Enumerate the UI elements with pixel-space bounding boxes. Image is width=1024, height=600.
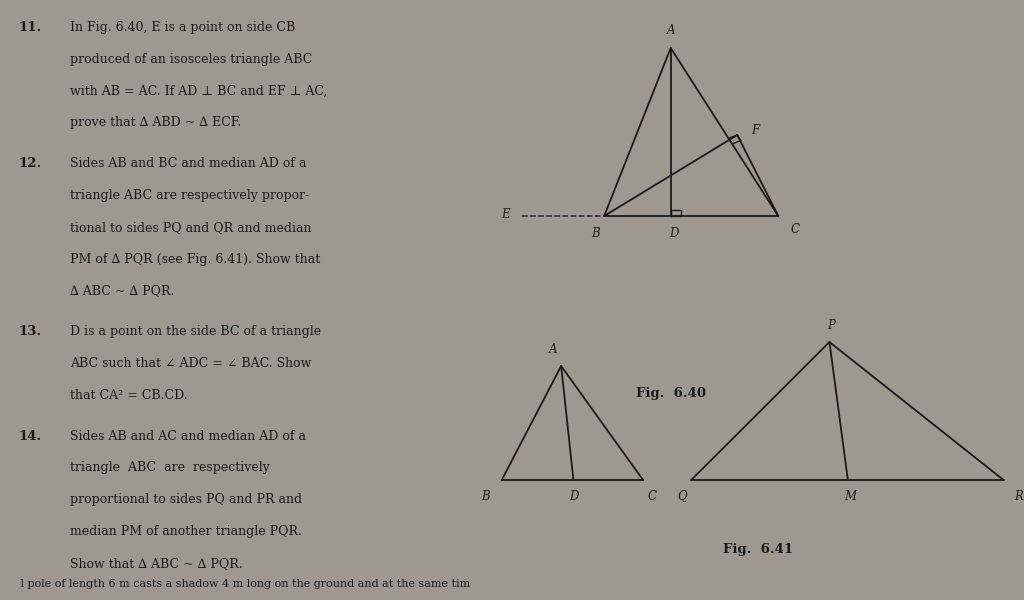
Text: triangle ABC are respectively propor-: triangle ABC are respectively propor- (70, 189, 309, 202)
Text: A: A (549, 343, 557, 356)
Text: F: F (752, 124, 760, 137)
Text: D is a point on the side BC of a triangle: D is a point on the side BC of a triangl… (70, 325, 321, 338)
Text: 12.: 12. (18, 157, 42, 170)
Text: triangle  ABC  are  respectively: triangle ABC are respectively (70, 461, 269, 475)
Text: 13.: 13. (18, 325, 42, 338)
Text: Sides AB and AC and median AD of a: Sides AB and AC and median AD of a (70, 430, 305, 443)
Text: C: C (791, 223, 800, 236)
Text: ABC such that ∠ ADC = ∠ BAC. Show: ABC such that ∠ ADC = ∠ BAC. Show (70, 357, 311, 370)
Text: B: B (592, 227, 600, 240)
Text: C: C (647, 490, 656, 503)
Text: produced of an isosceles triangle ABC: produced of an isosceles triangle ABC (70, 53, 312, 66)
Text: M: M (844, 490, 856, 503)
Text: D: D (669, 227, 679, 240)
Text: PM of ∆ PQR (see Fig. 6.41). Show that: PM of ∆ PQR (see Fig. 6.41). Show that (70, 253, 319, 266)
Text: l pole of length 6 m casts a shadow 4 m long on the ground and at the same tim: l pole of length 6 m casts a shadow 4 m … (10, 579, 470, 589)
Text: Q: Q (678, 490, 687, 503)
Text: A: A (667, 24, 675, 37)
Text: Sides AB and BC and median AD of a: Sides AB and BC and median AD of a (70, 157, 306, 170)
Text: R: R (1014, 490, 1023, 503)
Text: In Fig. 6.40, E is a point on side CB: In Fig. 6.40, E is a point on side CB (70, 21, 295, 34)
Text: Fig.  6.41: Fig. 6.41 (723, 543, 793, 556)
Text: proportional to sides PQ and PR and: proportional to sides PQ and PR and (70, 493, 302, 506)
Text: 11.: 11. (18, 21, 42, 34)
Text: ∆ ABC ~ ∆ PQR.: ∆ ABC ~ ∆ PQR. (70, 284, 174, 298)
Text: D: D (568, 490, 579, 503)
Text: B: B (481, 490, 489, 503)
Text: with AB = AC. If AD ⊥ BC and EF ⊥ AC,: with AB = AC. If AD ⊥ BC and EF ⊥ AC, (70, 85, 327, 98)
Text: tional to sides PQ and QR and median: tional to sides PQ and QR and median (70, 221, 311, 234)
Text: prove that ∆ ABD ~ ∆ ECF.: prove that ∆ ABD ~ ∆ ECF. (70, 116, 241, 130)
Text: that CA² = CB.CD.: that CA² = CB.CD. (70, 389, 187, 402)
Text: E: E (502, 208, 510, 221)
Text: P: P (827, 319, 836, 332)
Text: Show that ∆ ABC ~ ∆ PQR.: Show that ∆ ABC ~ ∆ PQR. (70, 557, 243, 570)
Text: 14.: 14. (18, 430, 42, 443)
Text: Fig.  6.40: Fig. 6.40 (636, 387, 706, 400)
Text: median PM of another triangle PQR.: median PM of another triangle PQR. (70, 525, 301, 538)
